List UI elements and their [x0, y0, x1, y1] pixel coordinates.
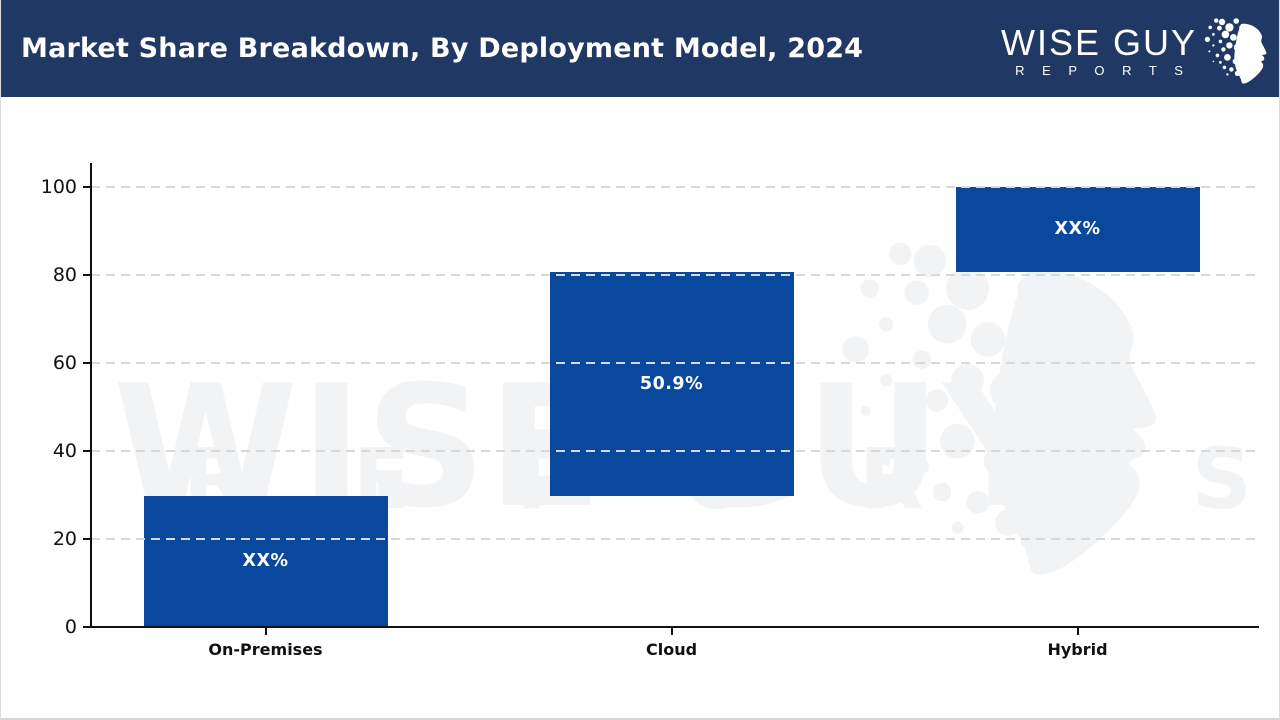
header-band: Market Share Breakdown, By Deployment Mo… — [1, 0, 1279, 97]
x-tick-mark — [264, 628, 267, 635]
y-tick-label: 60 — [52, 352, 77, 374]
gridline-100 — [91, 186, 1259, 188]
gridline-80 — [91, 274, 1259, 276]
gridline-60 — [91, 362, 1259, 364]
y-tick-label: 0 — [64, 616, 77, 638]
bar-on-premises: XX% — [143, 495, 388, 627]
logo-subword: R E P O R T S — [1015, 63, 1190, 78]
y-axis-line — [90, 163, 92, 628]
logo-text: WISE GUY R E P O R T S — [1000, 22, 1197, 78]
bar-cloud: 50.9% — [549, 271, 794, 496]
wise-guy-logo: WISE GUY R E P O R T S — [1001, 11, 1267, 87]
bar-hybrid: XX% — [955, 187, 1200, 272]
page-title: Market Share Breakdown, By Deployment Mo… — [21, 33, 864, 64]
category-label-hybrid: Hybrid — [1047, 640, 1108, 659]
y-tick-label: 40 — [52, 440, 77, 462]
bar-value-label: XX% — [242, 551, 289, 572]
logo-wordmark: WISE GUY — [1000, 22, 1197, 63]
logo-head-icon — [1204, 17, 1267, 84]
y-tick-mark — [83, 362, 91, 364]
x-tick-mark — [670, 628, 673, 635]
y-tick-mark — [83, 450, 91, 452]
category-label-on-premises: On-Premises — [208, 640, 323, 659]
bar-value-label: XX% — [1054, 219, 1101, 240]
bar-value-label: 50.9% — [639, 373, 704, 394]
gridline-20 — [91, 538, 1259, 540]
x-tick-mark — [1076, 628, 1079, 635]
y-tick-mark — [83, 186, 91, 188]
y-tick-mark — [83, 538, 91, 540]
y-tick-label: 80 — [52, 264, 77, 286]
y-tick-label: 100 — [40, 176, 77, 198]
y-tick-mark — [83, 626, 91, 628]
y-tick-mark — [83, 274, 91, 276]
x-axis-line — [90, 626, 1259, 628]
y-tick-label: 20 — [52, 528, 77, 550]
category-label-cloud: Cloud — [645, 640, 698, 659]
gridline-40 — [91, 450, 1259, 452]
